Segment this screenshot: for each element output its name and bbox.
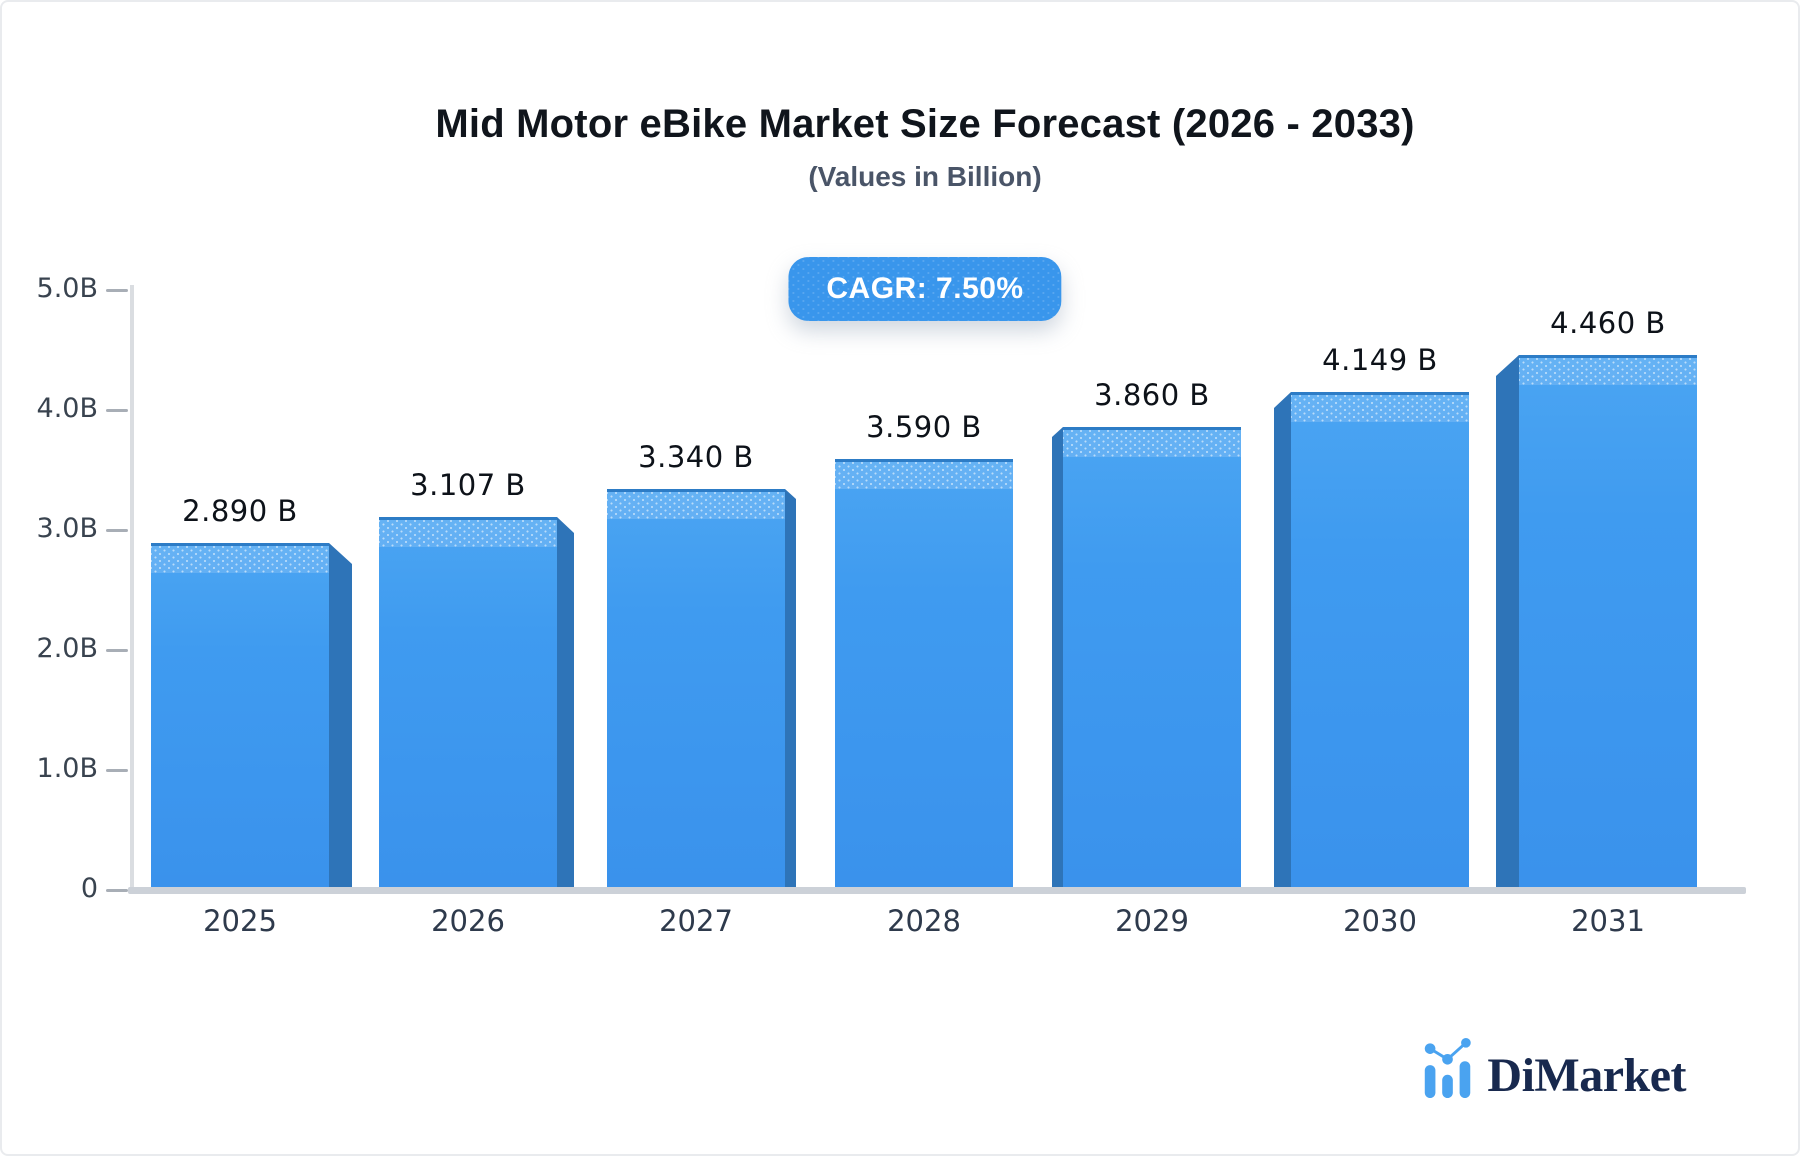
x-axis-baseline (128, 887, 1746, 894)
bar-value-label: 3.340 B (638, 440, 754, 474)
x-tick-label: 2027 (659, 904, 733, 938)
brand-name: DiMarket (1487, 1048, 1686, 1102)
bar-3d-side (1496, 355, 1519, 890)
bar-value-label: 2.890 B (182, 494, 298, 528)
y-tick-label: 5.0B (36, 273, 98, 304)
bar-top-highlight (1291, 395, 1469, 422)
cagr-badge: CAGR: 7.50% (788, 257, 1061, 321)
x-tick-label: 2028 (887, 904, 961, 938)
bar-3d-side (557, 517, 574, 890)
x-tick-label: 2026 (431, 904, 505, 938)
y-tick-label: 3.0B (36, 513, 98, 544)
bar-top-highlight (835, 462, 1013, 489)
x-tick-label: 2030 (1343, 904, 1417, 938)
bar-top-highlight (379, 520, 557, 547)
bar-3d-side (329, 543, 352, 890)
bar-2028 (835, 459, 1013, 890)
y-tick-mark (106, 649, 128, 652)
bar-top-highlight (607, 492, 785, 519)
bar-2030 (1291, 392, 1469, 890)
bar-2027 (607, 489, 785, 890)
bar-2025 (151, 543, 329, 890)
bar-3d-side (1274, 392, 1291, 890)
chart-header: Mid Motor eBike Market Size Forecast (20… (27, 102, 1798, 193)
bar-value-label: 3.590 B (866, 410, 982, 444)
bar-2029 (1063, 427, 1241, 890)
brand-logo: DiMarket (1421, 1038, 1686, 1102)
y-tick-mark (106, 289, 128, 292)
chart-title: Mid Motor eBike Market Size Forecast (20… (435, 102, 1415, 146)
bar-2031 (1519, 355, 1697, 890)
mini-bar-chart-icon (1421, 1038, 1475, 1098)
x-tick-label: 2029 (1115, 904, 1189, 938)
bar-value-label: 3.860 B (1094, 378, 1210, 412)
bar-top-highlight (1063, 430, 1241, 457)
x-tick-label: 2031 (1571, 904, 1645, 938)
y-axis-line (130, 285, 134, 890)
bar-top-highlight (151, 546, 329, 573)
y-tick-mark (106, 889, 128, 892)
bar-3d-side (785, 489, 796, 890)
y-tick-mark (106, 529, 128, 532)
y-tick-label: 2.0B (36, 633, 98, 664)
y-tick-mark (106, 769, 128, 772)
bar-top-highlight (1519, 358, 1697, 385)
y-tick-label: 4.0B (36, 393, 98, 424)
y-tick-mark (106, 409, 128, 412)
y-tick-label: 0 (80, 873, 98, 904)
chart-subtitle: (Values in Billion) (808, 161, 1042, 192)
bar-value-label: 3.107 B (410, 468, 526, 502)
bar-value-label: 4.460 B (1550, 306, 1666, 340)
x-tick-label: 2025 (203, 904, 277, 938)
bar-2026 (379, 517, 557, 890)
bar-value-label: 4.149 B (1322, 343, 1438, 377)
y-tick-label: 1.0B (36, 753, 98, 784)
bar-3d-side (1052, 427, 1063, 890)
